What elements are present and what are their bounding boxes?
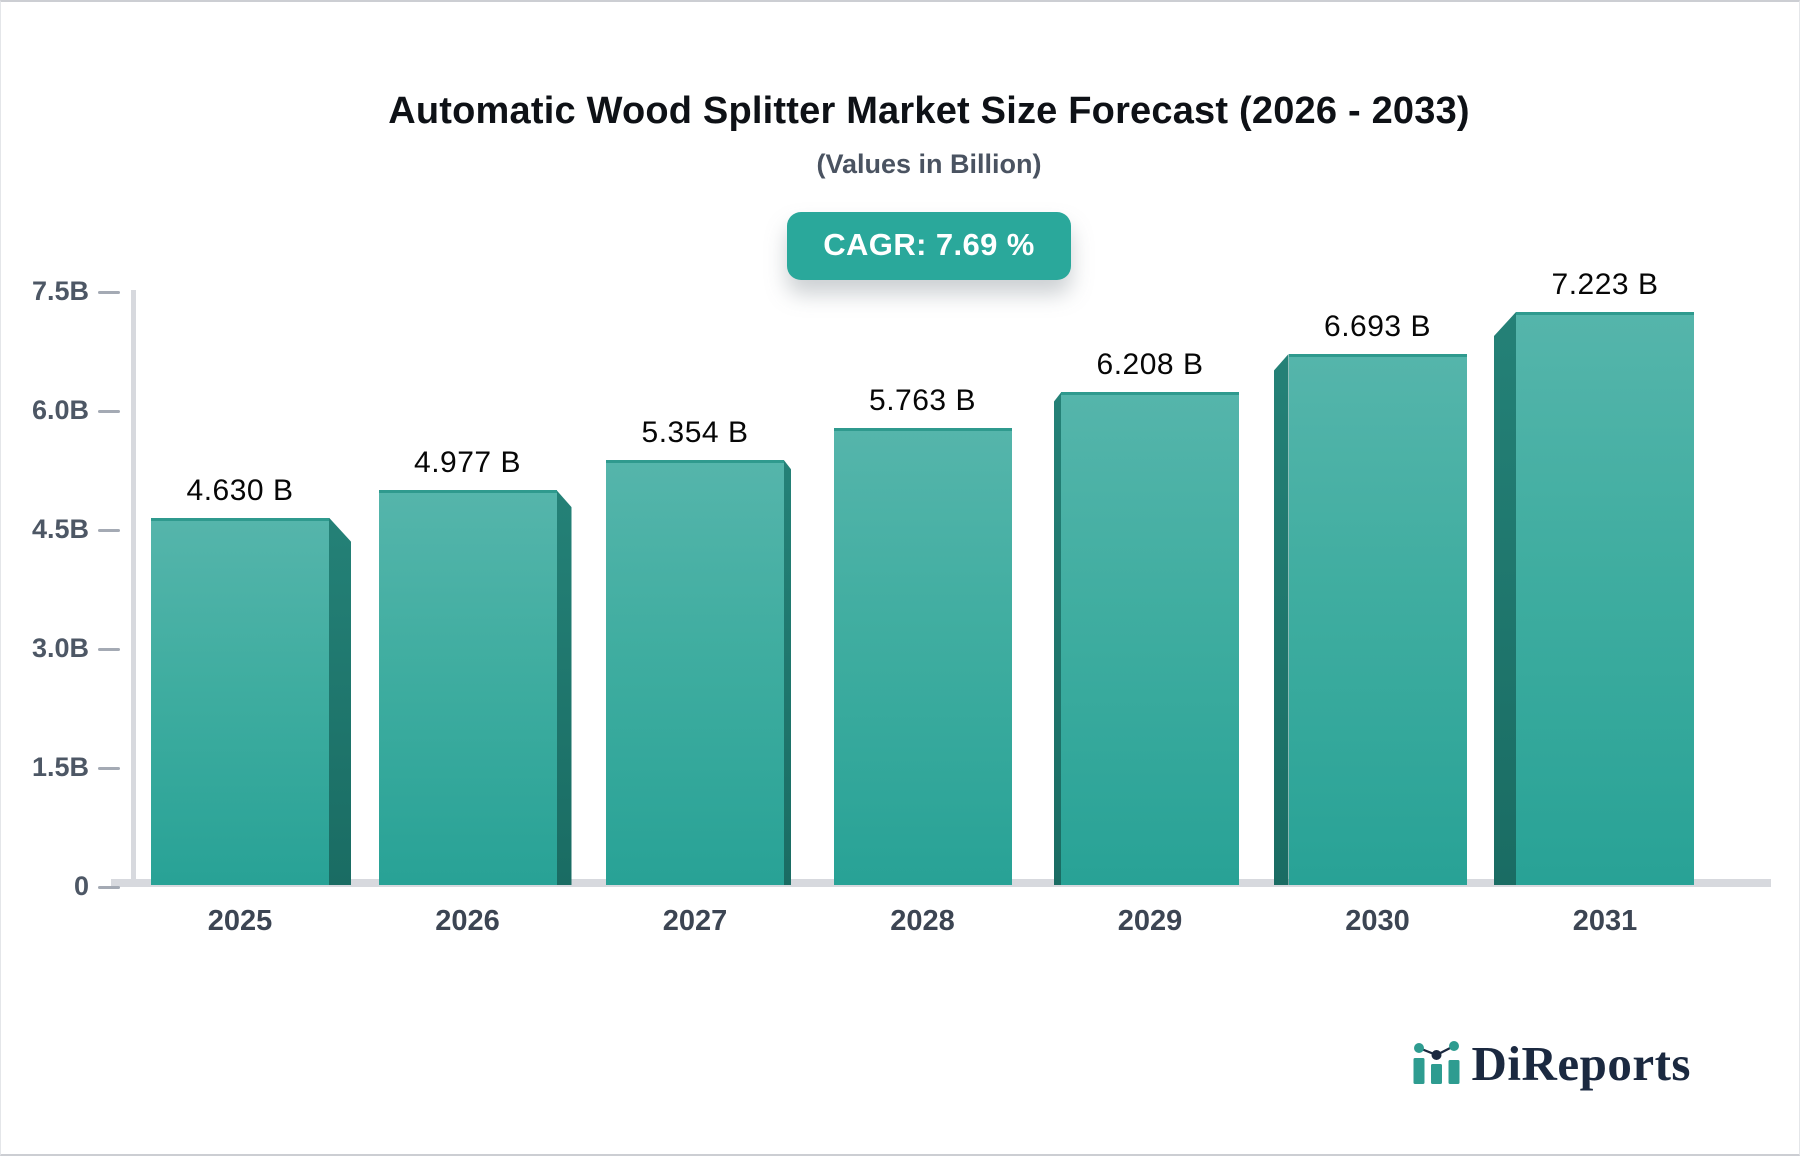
y-tick-label-6.0B: 6.0B — [31, 395, 89, 425]
bar-value-label-2028: 5.763 B — [869, 383, 976, 417]
bar-value-label-2030: 6.693 B — [1324, 310, 1431, 344]
bar-face — [151, 517, 329, 885]
bar-3d-side — [556, 490, 572, 885]
bar-face — [833, 427, 1012, 885]
chart-header: Automatic Wood Splitter Market Size Fore… — [1, 90, 1799, 280]
x-axis-label-2026: 2026 — [435, 905, 500, 937]
bar-3d-side — [329, 517, 351, 885]
x-axis-label-2028: 2028 — [890, 905, 955, 937]
bar-face — [1061, 392, 1239, 885]
cagr-badge-label: CAGR: 7.69 % — [823, 227, 1035, 262]
bar-face — [1288, 354, 1467, 885]
y-tick-mark — [98, 885, 120, 889]
bar-face — [606, 460, 784, 885]
y-tick-mark — [98, 647, 120, 651]
bar-2029 — [1054, 392, 1239, 885]
bar-2025 — [151, 517, 351, 885]
bar-value-label-2029: 6.208 B — [1096, 348, 1204, 382]
cagr-badge: CAGR: 7.69 % — [787, 212, 1071, 280]
bar-value-label-2031: 7.223 B — [1551, 267, 1659, 301]
bar-face — [378, 490, 557, 885]
y-tick-label-1.5B: 1.5B — [31, 752, 89, 782]
bar-3d-side — [784, 460, 791, 885]
bar-2027 — [606, 460, 791, 885]
y-tick-mark — [98, 409, 120, 413]
bar-2031 — [1494, 311, 1694, 885]
chart-title: Automatic Wood Splitter Market Size Fore… — [388, 90, 1470, 132]
y-tick-mark — [98, 766, 120, 770]
logo-chart-icon — [1411, 1039, 1463, 1089]
x-axis-label-2031: 2031 — [1572, 905, 1638, 937]
bar-2026 — [378, 490, 572, 885]
bar-3d-side — [1273, 354, 1289, 885]
bar-3d-side — [1494, 311, 1516, 885]
y-tick-label-0: 0 — [73, 871, 89, 901]
x-axis-label-2029: 2029 — [1117, 905, 1183, 937]
bar-face — [1516, 311, 1694, 885]
y-tick-label-4.5B: 4.5B — [31, 514, 89, 544]
y-axis-line — [131, 290, 136, 887]
y-tick-label-3.0B: 3.0B — [31, 633, 89, 663]
x-axis-label-2027: 2027 — [662, 905, 728, 937]
bar-value-label-2026: 4.977 B — [414, 446, 521, 480]
y-tick-mark — [98, 290, 120, 294]
bar-2028 — [833, 427, 1012, 885]
x-axis-label-2025: 2025 — [207, 905, 273, 937]
y-tick-mark — [98, 528, 120, 532]
bar-value-label-2025: 4.630 B — [186, 473, 294, 507]
bar-3d-side — [1054, 392, 1061, 885]
chart-subtitle: (Values in Billion) — [816, 149, 1042, 179]
direports-logo: DiReports — [1411, 1035, 1691, 1092]
x-axis-label-2030: 2030 — [1345, 905, 1410, 937]
bar-2030 — [1273, 354, 1467, 885]
logo-text: DiReports — [1471, 1036, 1691, 1091]
y-tick-label-7.5B: 7.5B — [31, 276, 89, 306]
bar-value-label-2027: 5.354 B — [641, 416, 749, 450]
